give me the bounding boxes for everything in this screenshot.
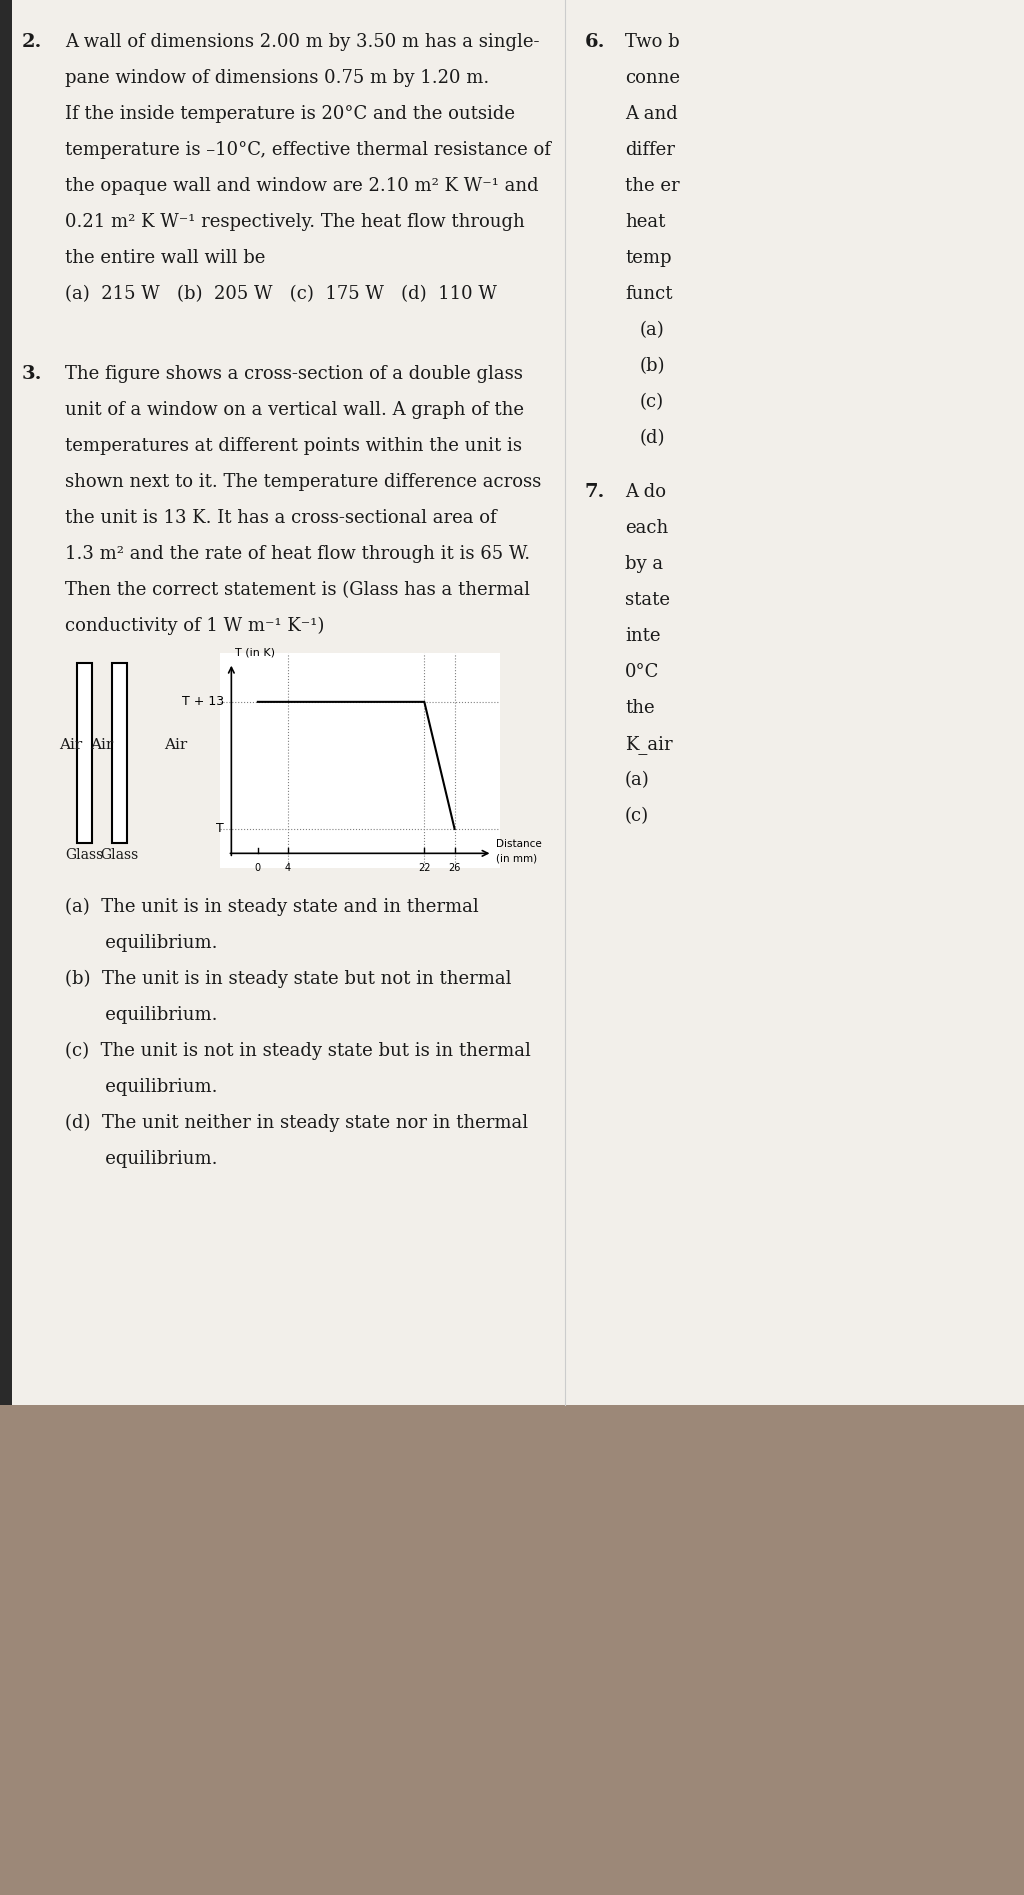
Text: state: state bbox=[625, 591, 670, 608]
Text: conne: conne bbox=[625, 68, 680, 87]
Text: equilibrium.: equilibrium. bbox=[65, 1078, 217, 1095]
Text: T (in K): T (in K) bbox=[236, 648, 275, 658]
Text: 0°C: 0°C bbox=[625, 663, 659, 680]
Text: The figure shows a cross-section of a double glass: The figure shows a cross-section of a do… bbox=[65, 366, 523, 383]
Text: Glass: Glass bbox=[66, 847, 103, 862]
Text: temperatures at different points within the unit is: temperatures at different points within … bbox=[65, 438, 522, 455]
Text: Air: Air bbox=[59, 737, 83, 752]
Bar bbox=[0, 1404, 1024, 1895]
Text: T: T bbox=[216, 822, 224, 836]
Text: the unit is 13 K. It has a cross-sectional area of: the unit is 13 K. It has a cross-section… bbox=[65, 510, 497, 527]
Text: funct: funct bbox=[625, 284, 673, 303]
Text: 3.: 3. bbox=[22, 366, 43, 383]
Text: differ: differ bbox=[625, 140, 675, 159]
Text: equilibrium.: equilibrium. bbox=[65, 1150, 217, 1167]
Text: Two b: Two b bbox=[625, 32, 680, 51]
Text: Air: Air bbox=[90, 737, 114, 752]
Text: (d)  The unit neither in steady state nor in thermal: (d) The unit neither in steady state nor… bbox=[65, 1114, 528, 1131]
Text: conductivity of 1 W m⁻¹ K⁻¹): conductivity of 1 W m⁻¹ K⁻¹) bbox=[65, 618, 325, 635]
Text: (in mm): (in mm) bbox=[497, 853, 538, 864]
Text: the entire wall will be: the entire wall will be bbox=[65, 248, 265, 267]
Text: the opaque wall and window are 2.10 m² K W⁻¹ and: the opaque wall and window are 2.10 m² K… bbox=[65, 176, 539, 195]
Text: (d): (d) bbox=[640, 428, 666, 447]
Text: 4: 4 bbox=[285, 862, 291, 874]
Text: by a: by a bbox=[625, 555, 664, 572]
Text: 2.: 2. bbox=[22, 32, 42, 51]
Text: 26: 26 bbox=[449, 862, 461, 874]
Text: A do: A do bbox=[625, 483, 666, 500]
Text: inte: inte bbox=[625, 627, 660, 644]
Text: equilibrium.: equilibrium. bbox=[65, 934, 217, 951]
Text: (c): (c) bbox=[625, 807, 649, 824]
Text: A wall of dimensions 2.00 m by 3.50 m has a single-: A wall of dimensions 2.00 m by 3.50 m ha… bbox=[65, 32, 540, 51]
Text: (a)  The unit is in steady state and in thermal: (a) The unit is in steady state and in t… bbox=[65, 898, 479, 917]
Text: K_air: K_air bbox=[625, 735, 673, 754]
Text: (c): (c) bbox=[640, 392, 665, 411]
Text: 22: 22 bbox=[418, 862, 430, 874]
Text: temperature is –10°C, effective thermal resistance of: temperature is –10°C, effective thermal … bbox=[65, 140, 551, 159]
Text: 0: 0 bbox=[255, 862, 261, 874]
Bar bbox=[112, 663, 127, 843]
Text: 1.3 m² and the rate of heat flow through it is 65 W.: 1.3 m² and the rate of heat flow through… bbox=[65, 546, 530, 563]
Text: the er: the er bbox=[625, 176, 680, 195]
Text: 6.: 6. bbox=[585, 32, 605, 51]
Text: Distance: Distance bbox=[497, 839, 542, 849]
Text: 0.21 m² K W⁻¹ respectively. The heat flow through: 0.21 m² K W⁻¹ respectively. The heat flo… bbox=[65, 212, 524, 231]
Text: Glass: Glass bbox=[100, 847, 138, 862]
Text: heat: heat bbox=[625, 212, 666, 231]
Text: (b): (b) bbox=[640, 356, 666, 375]
Text: the: the bbox=[625, 699, 654, 716]
Bar bbox=[77, 663, 92, 843]
Text: shown next to it. The temperature difference across: shown next to it. The temperature differ… bbox=[65, 474, 542, 491]
Text: T + 13: T + 13 bbox=[181, 695, 224, 709]
Bar bbox=[0, 0, 12, 1404]
Text: pane window of dimensions 0.75 m by 1.20 m.: pane window of dimensions 0.75 m by 1.20… bbox=[65, 68, 489, 87]
Text: each: each bbox=[625, 519, 669, 536]
Text: (a): (a) bbox=[625, 771, 650, 788]
Text: equilibrium.: equilibrium. bbox=[65, 1006, 217, 1023]
Text: If the inside temperature is 20°C and the outside: If the inside temperature is 20°C and th… bbox=[65, 104, 515, 123]
Text: (a)  215 W   (b)  205 W   (c)  175 W   (d)  110 W: (a) 215 W (b) 205 W (c) 175 W (d) 110 W bbox=[65, 284, 497, 303]
Bar bbox=[0, 0, 1024, 1404]
Text: A and: A and bbox=[625, 104, 678, 123]
Text: (b)  The unit is in steady state but not in thermal: (b) The unit is in steady state but not … bbox=[65, 970, 512, 989]
Text: (a): (a) bbox=[640, 320, 665, 339]
Text: unit of a window on a vertical wall. A graph of the: unit of a window on a vertical wall. A g… bbox=[65, 402, 524, 419]
Text: Air: Air bbox=[165, 737, 187, 752]
Text: temp: temp bbox=[625, 248, 672, 267]
Text: (c)  The unit is not in steady state but is in thermal: (c) The unit is not in steady state but … bbox=[65, 1042, 530, 1059]
Text: Then the correct statement is (Glass has a thermal: Then the correct statement is (Glass has… bbox=[65, 582, 530, 599]
Text: 7.: 7. bbox=[585, 483, 605, 500]
